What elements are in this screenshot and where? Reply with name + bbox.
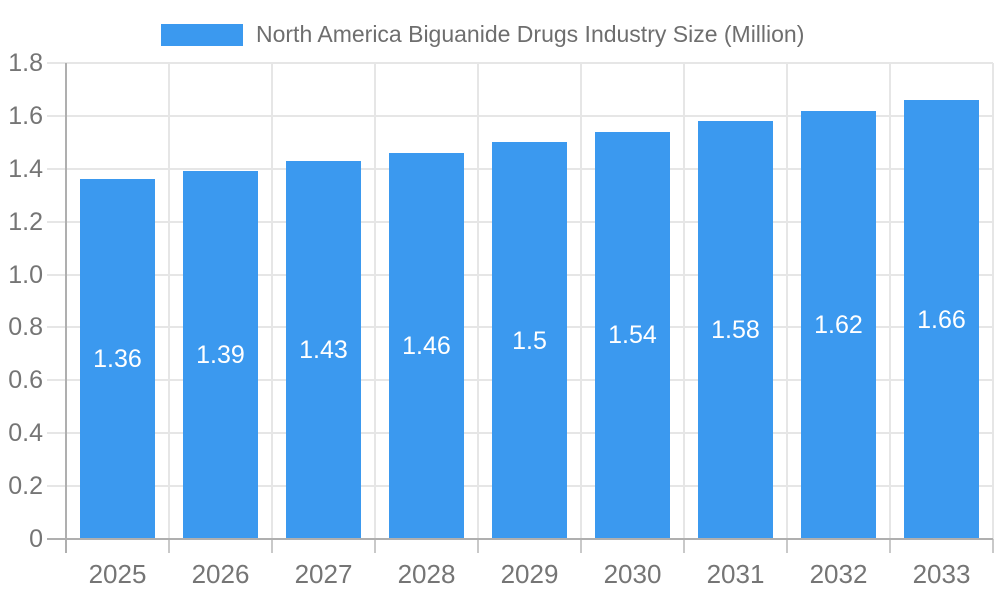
- y-axis-tick-label: 0.4: [8, 419, 43, 448]
- bar-value-label: 1.46: [402, 331, 451, 360]
- bar-value-label: 1.66: [917, 305, 966, 334]
- bar-value-label: 1.5: [512, 326, 547, 355]
- x-axis-tick: [168, 539, 170, 553]
- bar-2032[interactable]: [801, 110, 876, 539]
- chart-legend[interactable]: North America Biguanide Drugs Industry S…: [161, 21, 804, 48]
- legend-swatch-icon: [161, 23, 243, 46]
- x-axis-tick: [992, 539, 994, 553]
- y-axis-line: [65, 63, 67, 553]
- y-axis-tick-label: 0.6: [8, 366, 43, 395]
- bar-value-label: 1.54: [608, 321, 657, 350]
- y-axis-tick-label: 1.8: [8, 49, 43, 77]
- gridline-vertical: [992, 63, 994, 539]
- x-axis-category-label: 2026: [191, 559, 250, 589]
- bar-2025[interactable]: [80, 179, 155, 539]
- gridline-vertical: [374, 63, 376, 539]
- x-axis-tick: [271, 539, 273, 553]
- y-axis-tick-label: 0: [29, 525, 43, 553]
- gridline-vertical: [271, 63, 273, 539]
- x-axis-category-label: 2031: [706, 559, 765, 589]
- x-axis-tick: [580, 539, 582, 553]
- x-axis-category-label: 2030: [603, 559, 662, 589]
- x-axis-category-label: 2033: [912, 559, 971, 589]
- y-axis-tick-label: 1.6: [8, 101, 43, 130]
- x-axis-category-label: 2028: [397, 559, 456, 589]
- bar-value-label: 1.39: [196, 341, 245, 370]
- x-axis-tick: [786, 539, 788, 553]
- gridline-vertical: [477, 63, 479, 539]
- bar-value-label: 1.58: [711, 316, 760, 345]
- x-axis-category-label: 2029: [500, 559, 559, 589]
- y-axis-tick-label: 0.2: [8, 472, 43, 501]
- bar-2030[interactable]: [595, 131, 670, 539]
- x-axis-tick: [683, 539, 685, 553]
- bar-value-label: 1.36: [93, 345, 142, 374]
- x-axis-line: [47, 538, 993, 540]
- gridline-horizontal: [47, 114, 993, 117]
- gridline-horizontal: [47, 62, 993, 64]
- gridline-vertical: [580, 63, 582, 539]
- bar-2029[interactable]: [492, 142, 567, 539]
- gridline-vertical: [889, 63, 891, 539]
- y-axis-tick-label: 1.0: [8, 260, 43, 289]
- bar-2033[interactable]: [904, 100, 979, 539]
- gridline-vertical: [683, 63, 685, 539]
- gridline-vertical: [168, 63, 170, 539]
- gridline-vertical: [786, 63, 788, 539]
- x-axis-category-label: 2032: [809, 559, 868, 589]
- y-axis-tick-label: 1.2: [8, 207, 43, 236]
- bar-2031[interactable]: [698, 121, 773, 539]
- bar-2026[interactable]: [183, 171, 258, 539]
- bar-value-label: 1.62: [814, 310, 863, 339]
- x-axis-tick: [889, 539, 891, 553]
- y-axis-tick-label: 0.8: [8, 313, 43, 342]
- legend-label: North America Biguanide Drugs Industry S…: [256, 21, 805, 47]
- x-axis-category-label: 2027: [294, 559, 353, 589]
- bar-2027[interactable]: [286, 160, 361, 539]
- x-axis-category-label: 2025: [88, 559, 147, 589]
- x-axis-tick: [477, 539, 479, 553]
- bar-value-label: 1.43: [299, 335, 348, 364]
- bar-2028[interactable]: [389, 152, 464, 539]
- y-axis-tick-label: 1.4: [8, 154, 43, 183]
- x-axis-tick: [374, 539, 376, 553]
